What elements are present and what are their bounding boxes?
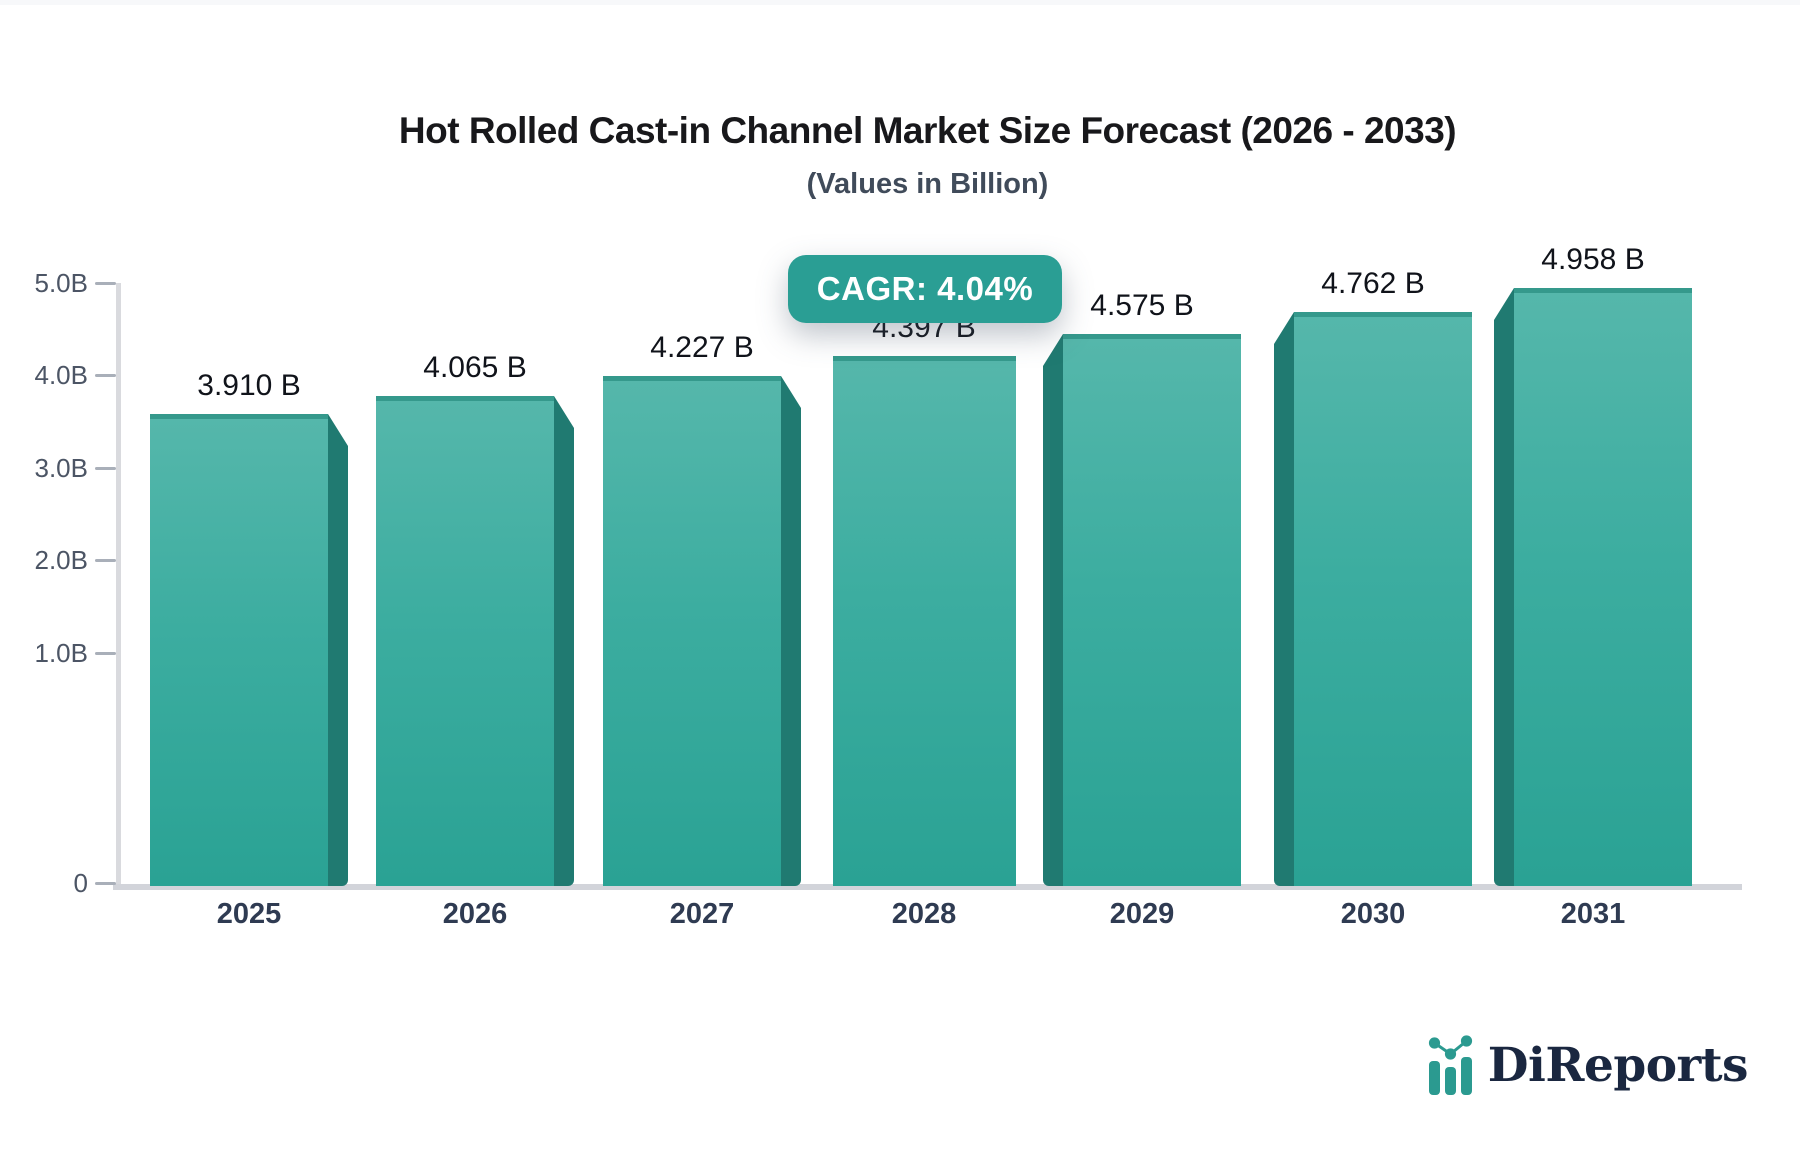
chart-title: Hot Rolled Cast-in Channel Market Size F…: [398, 110, 1457, 151]
y-axis-line: [116, 283, 121, 888]
bar-value-label: 3.910 B: [197, 369, 301, 402]
x-axis-label-2029: 2029: [1109, 898, 1175, 930]
x-axis-label-2031: 2031: [1560, 898, 1626, 930]
y-tick-label: 5.0B: [34, 268, 89, 298]
bar-value-label: 4.227 B: [650, 331, 754, 364]
y-tick-mark: [95, 467, 116, 470]
bar-2029: [1043, 334, 1241, 886]
x-axis-label-2030: 2030: [1340, 898, 1406, 930]
bar-value-label: 4.065 B: [423, 351, 527, 384]
y-tick-label: 1.0B: [34, 638, 89, 668]
cagr-badge: CAGR: 4.04%: [788, 255, 1062, 323]
brand-logo: DiReports: [1428, 1034, 1749, 1096]
bar-3d-side: [1043, 334, 1063, 886]
x-axis-label-2026: 2026: [442, 898, 508, 930]
bar-value-label: 4.958 B: [1541, 243, 1645, 276]
y-tick-mark: [95, 559, 116, 562]
x-axis-label-2025: 2025: [216, 898, 282, 930]
bar-face: [1294, 312, 1472, 886]
cagr-badge-label: CAGR: 4.04%: [816, 270, 1034, 307]
bar-2027: [603, 376, 801, 886]
bar-face: [150, 414, 328, 886]
bar-2026: [376, 396, 574, 886]
bar-3d-side: [328, 414, 348, 886]
bar-3d-side: [1494, 288, 1514, 886]
y-tick-mark: [95, 882, 116, 885]
bar-face: [376, 396, 554, 886]
y-tick-mark: [95, 652, 116, 655]
bar-line-chart-icon: [1428, 1035, 1472, 1095]
bar-face: [1514, 288, 1692, 886]
bar-3d-side: [554, 396, 574, 886]
bar-face: [833, 356, 1016, 886]
y-tick-label: 2.0B: [34, 545, 89, 575]
x-axis-label-2027: 2027: [669, 898, 735, 930]
y-tick-label: 0: [73, 868, 88, 898]
y-tick-label: 4.0B: [34, 360, 89, 390]
bar-value-label: 4.762 B: [1321, 267, 1425, 300]
bar-2028: [833, 356, 1016, 886]
bar-3d-side: [781, 376, 801, 886]
y-tick-mark: [95, 282, 116, 285]
y-tick-label: 3.0B: [34, 453, 89, 483]
bar-value-label: 4.575 B: [1090, 289, 1194, 322]
bar-face: [1063, 334, 1241, 886]
bar-2030: [1274, 312, 1472, 886]
chart-subtitle: (Values in Billion): [806, 168, 1049, 200]
bar-3d-side: [1274, 312, 1294, 886]
brand-logo-text: DiReports: [1487, 1038, 1749, 1093]
window-top-edge: [0, 0, 1800, 5]
x-axis-label-2028: 2028: [891, 898, 957, 930]
bar-2031: [1494, 288, 1692, 886]
y-tick-mark: [95, 374, 116, 377]
x-axis-line: [113, 884, 1742, 890]
bar-face: [603, 376, 781, 886]
bar-2025: [150, 414, 348, 886]
